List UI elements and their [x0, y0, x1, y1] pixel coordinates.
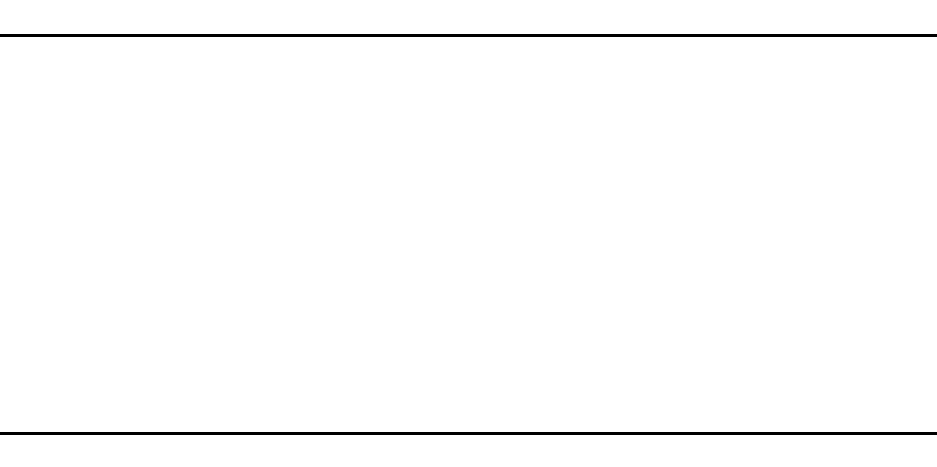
figure-header [0, 0, 937, 37]
figure-footer [0, 432, 937, 467]
